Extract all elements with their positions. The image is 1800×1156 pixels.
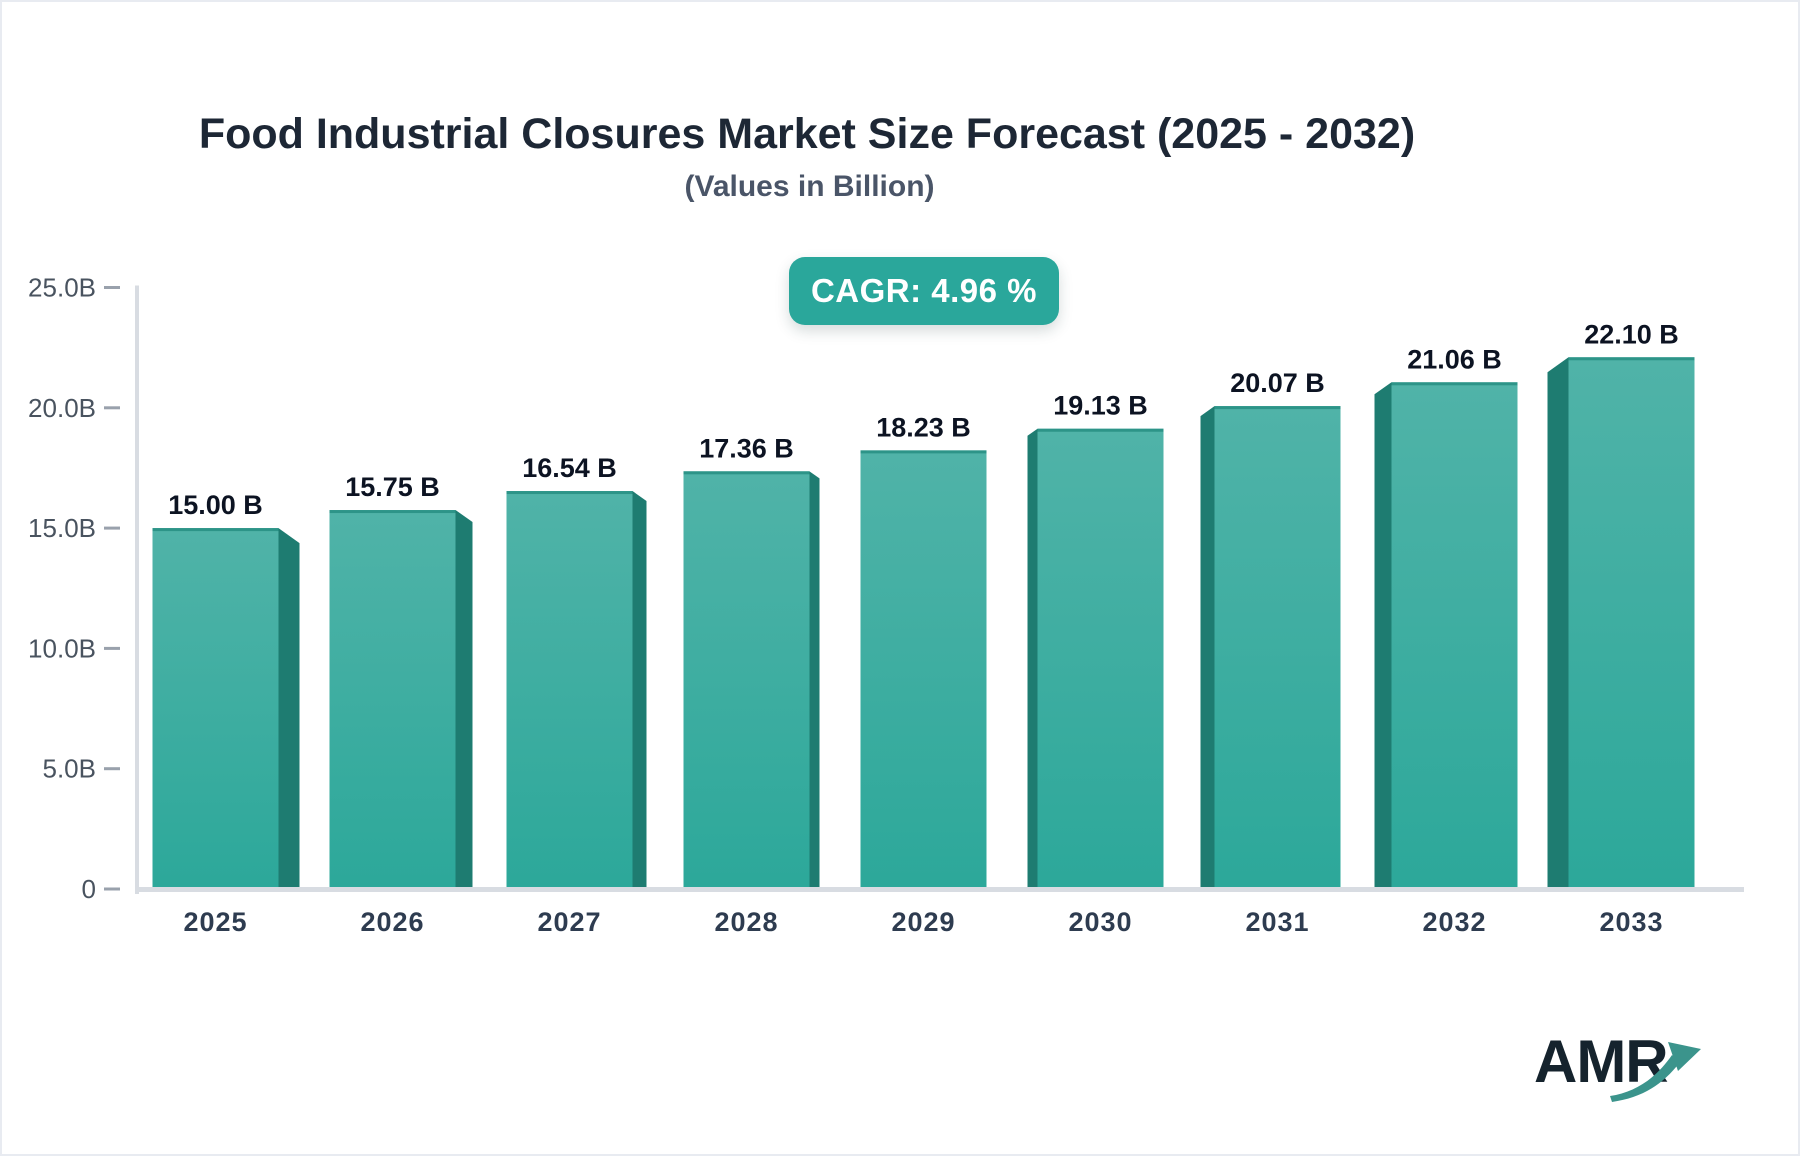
cagr-badge: CAGR: 4.96 % <box>789 257 1059 325</box>
bar-side-2028 <box>809 471 820 889</box>
y-tick-dash <box>104 526 120 530</box>
x-tick-label-2028: 2028 <box>714 907 778 937</box>
bar-2028 <box>683 471 810 889</box>
bar-top-edge-2027 <box>506 491 633 495</box>
bar-2032 <box>1391 382 1518 889</box>
bar-top-edge-2025 <box>152 528 279 532</box>
cagr-badge-label: CAGR: 4.96 % <box>810 272 1038 309</box>
chart-title: Food Industrial Closures Market Size For… <box>198 110 1416 158</box>
bar-2027 <box>506 491 633 889</box>
y-tick-label: 25.0B <box>28 273 96 303</box>
growth-arrow-icon <box>1610 1042 1701 1102</box>
y-tick-dash <box>104 767 120 771</box>
y-tick-label: 20.0B <box>28 393 96 423</box>
y-axis-line <box>135 285 139 894</box>
bar-top-edge-2032 <box>1391 382 1518 386</box>
bar-side-2030 <box>1027 428 1038 889</box>
bar-side-2025 <box>278 528 300 889</box>
y-tick-label: 0 <box>82 874 96 904</box>
x-tick-label-2032: 2032 <box>1422 907 1486 937</box>
bar-top-edge-2029 <box>860 450 987 454</box>
y-tick-dash <box>104 406 120 410</box>
bar-top-edge-2033 <box>1568 357 1695 361</box>
value-label-2026: 15.75 B <box>345 472 440 502</box>
value-label-2025: 15.00 B <box>168 490 263 520</box>
value-label-2031: 20.07 B <box>1230 368 1325 398</box>
x-tick-label-2027: 2027 <box>537 907 601 937</box>
bar-side-2033 <box>1547 357 1569 889</box>
value-label-2033: 22.10 B <box>1584 319 1679 349</box>
x-tick-label-2033: 2033 <box>1599 907 1663 937</box>
y-tick-dash <box>104 646 120 650</box>
chart-subtitle: (Values in Billion) <box>684 170 935 203</box>
bar-2029 <box>860 450 987 889</box>
bar-top-edge-2031 <box>1214 406 1341 410</box>
bar-2031 <box>1214 406 1341 889</box>
value-label-2030: 19.13 B <box>1053 391 1148 421</box>
value-label-2029: 18.23 B <box>876 412 971 442</box>
x-tick-label-2031: 2031 <box>1245 907 1309 937</box>
value-label-2032: 21.06 B <box>1407 344 1502 374</box>
x-tick-label-2026: 2026 <box>360 907 424 937</box>
amr-logo-text: AMR <box>1534 1028 1669 1095</box>
bar-side-2026 <box>455 510 473 889</box>
bar-side-2027 <box>632 491 647 889</box>
bar-2026 <box>329 510 456 889</box>
x-axis-line <box>135 887 1744 892</box>
x-tick-label-2025: 2025 <box>183 907 247 937</box>
bar-2025 <box>152 528 279 889</box>
value-label-2027: 16.54 B <box>522 453 617 483</box>
bar-2030 <box>1037 428 1164 889</box>
bar-side-2031 <box>1200 406 1215 889</box>
bar-top-edge-2030 <box>1037 428 1164 432</box>
y-tick-dash <box>104 887 120 891</box>
y-tick-label: 15.0B <box>28 513 96 543</box>
x-tick-label-2030: 2030 <box>1068 907 1132 937</box>
bar-side-2032 <box>1374 382 1392 889</box>
y-tick-label: 10.0B <box>28 633 96 663</box>
x-tick-label-2029: 2029 <box>891 907 955 937</box>
value-label-2028: 17.36 B <box>699 433 794 463</box>
bar-top-edge-2026 <box>329 510 456 514</box>
y-tick-dash <box>104 286 120 289</box>
bar-2033 <box>1568 357 1695 889</box>
bar-top-edge-2028 <box>683 471 810 475</box>
y-tick-label: 5.0B <box>43 754 97 784</box>
